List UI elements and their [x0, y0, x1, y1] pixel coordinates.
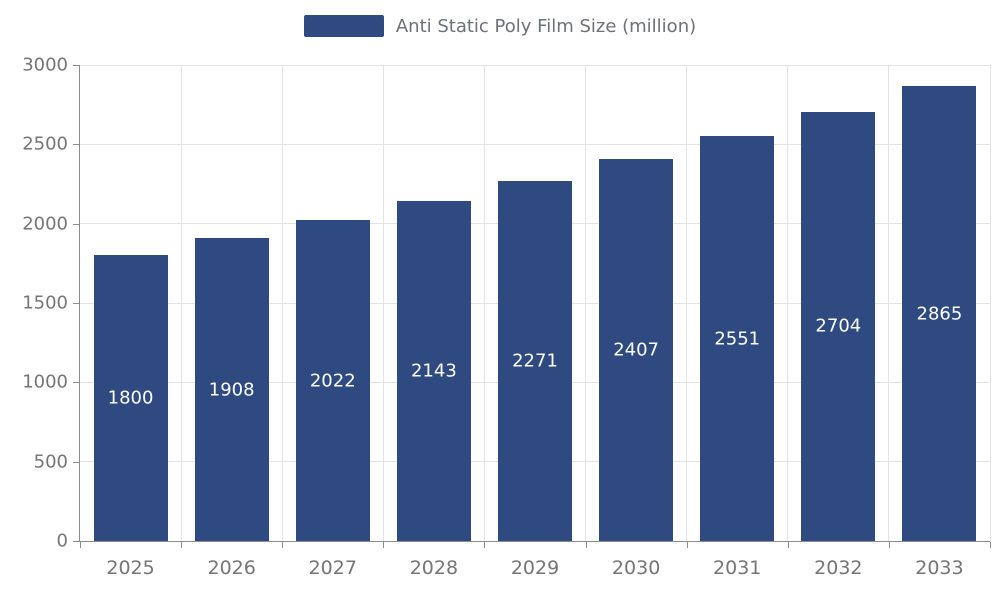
bar-value-label: 2865 — [916, 303, 963, 325]
v-gridline — [281, 65, 283, 541]
y-tick-mark — [73, 65, 79, 66]
plot-area: 1800 1908 2022 2143 2271 2407 2551 2704 2865 0 50… — [22, 55, 991, 579]
y-tick-mark — [73, 461, 79, 463]
v-gridline — [483, 65, 485, 541]
y-axis-line — [79, 65, 80, 541]
x-tick-label-2028: 2028 — [409, 557, 459, 579]
bar-2028[interactable]: 2143 — [396, 200, 471, 541]
y-tick-mark — [73, 303, 79, 304]
y-tick-label: 2500 — [22, 133, 68, 155]
x-tick-mark — [888, 542, 890, 548]
bar-2032[interactable]: 2704 — [801, 111, 876, 541]
v-gridline — [989, 65, 991, 541]
x-tick-mark — [181, 542, 183, 548]
y-tick-mark — [73, 541, 79, 542]
x-tick-label-2029: 2029 — [510, 557, 560, 579]
y-tick-mark — [73, 223, 79, 225]
v-gridline — [585, 65, 587, 541]
y-tick-label: 2000 — [22, 213, 68, 235]
bar-value-label: 2407 — [613, 339, 660, 361]
v-gridline — [686, 65, 688, 541]
y-tick-mark — [73, 144, 79, 146]
x-tick-label-2027: 2027 — [308, 557, 357, 579]
bar-2025[interactable]: 1800 — [93, 255, 168, 541]
v-gridline — [888, 65, 890, 541]
h-gridline — [80, 143, 990, 145]
bar-value-label: 2704 — [815, 315, 862, 337]
x-tick-label-2033: 2033 — [915, 557, 964, 579]
y-tick-label: 1500 — [22, 292, 68, 314]
x-tick-label-2030: 2030 — [611, 557, 661, 579]
h-gridline — [80, 64, 990, 66]
x-tick-mark — [282, 542, 284, 548]
bar-value-label: 2271 — [512, 350, 558, 372]
v-gridline — [180, 65, 182, 541]
bar-value-label: 2022 — [309, 370, 356, 392]
x-tick-label-2031: 2031 — [713, 557, 762, 579]
v-gridline — [787, 65, 789, 541]
x-tick-label-2026: 2026 — [207, 557, 256, 579]
v-gridline — [382, 65, 384, 541]
x-tick-mark — [383, 542, 385, 548]
bar-2030[interactable]: 2407 — [599, 159, 674, 541]
y-tick-label: 1000 — [22, 371, 68, 393]
bar-2031[interactable]: 2551 — [700, 136, 775, 541]
bar-value-label: 2551 — [714, 328, 761, 350]
bar-value-label: 1908 — [208, 379, 255, 401]
x-tick-mark — [990, 542, 991, 548]
bar-2026[interactable]: 1908 — [194, 238, 269, 541]
bar-2029[interactable]: 2271 — [498, 180, 572, 541]
chart-legend[interactable]: Anti Static Poly Film Size (million) — [0, 15, 1000, 37]
x-tick-mark — [80, 542, 81, 548]
bar-2027[interactable]: 2022 — [295, 220, 370, 541]
bar-value-label: 1800 — [107, 387, 154, 409]
y-tick-label: 0 — [56, 530, 68, 552]
y-tick-label: 500 — [33, 451, 68, 473]
x-tick-label-2025: 2025 — [106, 557, 155, 579]
legend-label: Anti Static Poly Film Size (million) — [395, 15, 697, 37]
x-axis-line — [79, 541, 990, 542]
y-tick-label: 3000 — [22, 54, 68, 76]
legend-swatch — [303, 15, 384, 37]
bar-2033[interactable]: 2865 — [902, 86, 977, 541]
x-tick-mark — [787, 542, 789, 548]
x-tick-mark — [484, 542, 486, 548]
x-tick-mark — [686, 542, 688, 548]
x-tick-label-2032: 2032 — [814, 557, 863, 579]
bar-value-label: 2143 — [410, 360, 457, 382]
y-tick-mark — [73, 382, 79, 384]
x-tick-mark — [585, 542, 587, 548]
